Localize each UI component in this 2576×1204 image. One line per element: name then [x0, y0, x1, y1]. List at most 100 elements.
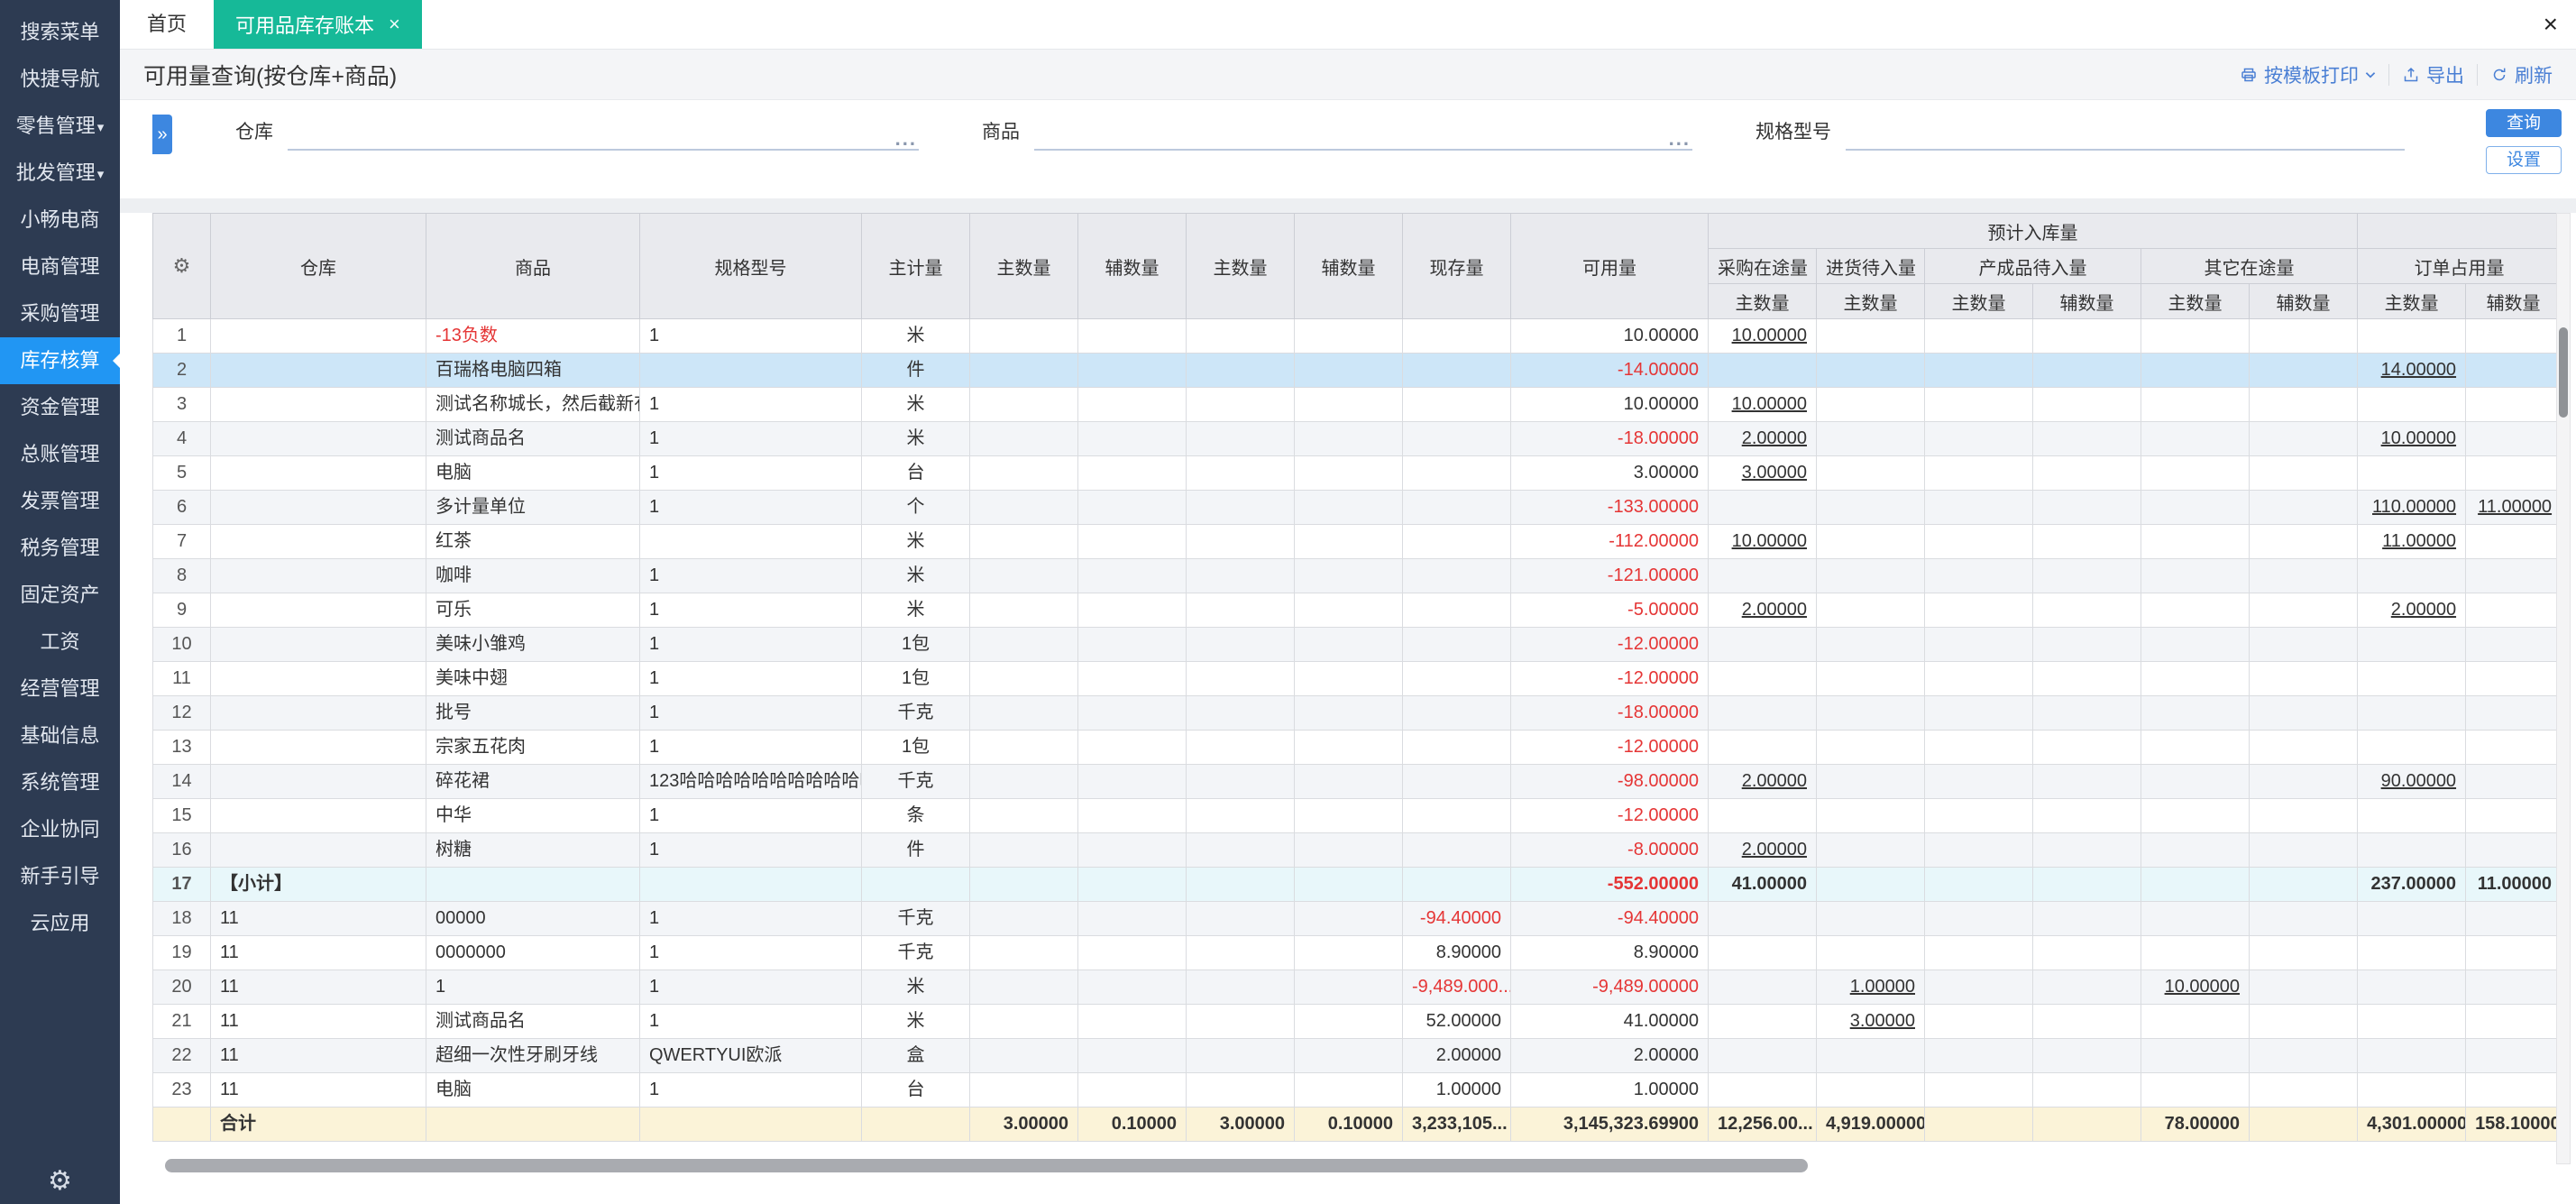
- cell-num: 16: [152, 832, 211, 868]
- cell-product: 电脑: [426, 1072, 640, 1107]
- table-row[interactable]: 13 宗家五花肉 1 1包 -12.00000: [152, 730, 2562, 765]
- drill-link[interactable]: 11.00000: [2478, 497, 2553, 517]
- table-row[interactable]: 9 可乐 1 米 -5.00000 2.00000 2.00000: [152, 593, 2562, 628]
- sidebar-item-13[interactable]: 工资: [40, 630, 80, 653]
- drill-link[interactable]: 10.00000: [1731, 326, 1807, 345]
- warehouse-picker-ellipsis[interactable]: ...: [894, 127, 917, 150]
- close-icon[interactable]: ×: [2543, 10, 2558, 38]
- sidebar-item-5[interactable]: 电商管理: [20, 255, 100, 278]
- table-row[interactable]: 1 -13负数 1 米 10.00000 10.00000: [152, 318, 2562, 354]
- collapse-filter-button[interactable]: »: [152, 115, 172, 154]
- table-row[interactable]: 22 11 超细一次性牙刷牙线 QWERTYUI欧派盒 2.00000 2.00000: [152, 1038, 2562, 1073]
- cell-num: 11: [152, 661, 211, 696]
- cell-zhu2: [1186, 661, 1295, 696]
- vertical-scrollbar-thumb[interactable]: [2559, 327, 2568, 418]
- drill-link[interactable]: 2.00000: [2390, 600, 2457, 620]
- product-input[interactable]: [1034, 115, 1692, 147]
- sidebar-item-19[interactable]: 云应用: [30, 912, 90, 934]
- drill-link[interactable]: 10.00000: [1731, 394, 1807, 414]
- export-button[interactable]: 导出: [2402, 61, 2464, 88]
- refresh-button[interactable]: 刷新: [2490, 61, 2553, 88]
- cell-zhu2: [1186, 421, 1295, 456]
- cell-keyong: -112.00000: [1510, 524, 1709, 559]
- drill-link[interactable]: 2.00000: [1741, 840, 1807, 859]
- cell-unit: 千克: [861, 935, 970, 970]
- sidebar-item-16[interactable]: 系统管理: [20, 771, 100, 794]
- sidebar-item-10[interactable]: 发票管理: [20, 490, 100, 512]
- drill-link[interactable]: 14.00000: [2380, 360, 2457, 380]
- settings-gear-icon[interactable]: ⚙: [48, 1166, 72, 1196]
- cell-qita_zhu: [2141, 764, 2250, 799]
- vertical-scrollbar[interactable]: [2556, 213, 2571, 1164]
- table-row[interactable]: 21 11 测试商品名 1 米 52.00000 41.00000 3.00000: [152, 1004, 2562, 1039]
- cell-unit: 条: [861, 798, 970, 833]
- cell-unit: 米: [861, 970, 970, 1005]
- chevron-down-icon[interactable]: [2365, 71, 2376, 78]
- sidebar-item-14[interactable]: 经营管理: [20, 677, 100, 700]
- sidebar-item-2[interactable]: 零售管理 ▾: [15, 115, 105, 137]
- sidebar-item-17[interactable]: 企业协同: [20, 818, 100, 841]
- drill-link[interactable]: 90.00000: [2380, 771, 2457, 791]
- warehouse-input[interactable]: [288, 115, 919, 147]
- drill-link[interactable]: 2.00000: [1741, 428, 1807, 448]
- table-row[interactable]: 4 测试商品名 1 米 -18.00000 2.00000 10.00000: [152, 421, 2562, 456]
- tab-close-icon[interactable]: ×: [389, 13, 400, 35]
- sidebar-item-15[interactable]: 基础信息: [20, 724, 100, 747]
- tab-home[interactable]: 首页: [147, 13, 188, 35]
- sidebar-item-7[interactable]: 库存核算: [0, 337, 120, 384]
- sidebar-item-18[interactable]: 新手引导: [20, 865, 100, 887]
- cell-ccp_zhu: [1924, 935, 2033, 970]
- table-row[interactable]: 23 11 电脑 1 台 1.00000 1.00000: [152, 1072, 2562, 1107]
- table-row[interactable]: 5 电脑 1 台 3.00000 3.00000: [152, 455, 2562, 491]
- settings-button[interactable]: 设置: [2486, 146, 2562, 174]
- sidebar-item-9[interactable]: 总账管理: [20, 443, 100, 465]
- cell-qita_fu: [2248, 524, 2359, 559]
- table-row[interactable]: 14 碎花裙123哈哈哈哈哈哈哈哈哈哈哈...千克 -98.00000 2.00000…: [152, 764, 2562, 799]
- table-row[interactable]: 16 树糖 1 件 -8.00000 2.00000: [152, 832, 2562, 868]
- drill-link[interactable]: 110.00000: [2372, 497, 2457, 517]
- table-row[interactable]: 6 多计量单位 1 个 -133.00000 110.00000 11.00000: [152, 490, 2562, 525]
- sidebar-item-1[interactable]: 快捷导航: [20, 68, 100, 90]
- horizontal-scrollbar-thumb[interactable]: [165, 1159, 1808, 1172]
- table-row[interactable]: 10 美味小雏鸡 1 1包 -12.00000: [152, 627, 2562, 662]
- table-row[interactable]: 19 11 0000000 1 千克 8.90000 8.90000: [152, 935, 2562, 970]
- sidebar-item-3[interactable]: 批发管理 ▾: [15, 161, 105, 184]
- table-row[interactable]: 20 11 1 1 米 -9,489.000... -9,489.00000 1.00000 1…: [152, 970, 2562, 1005]
- table-row[interactable]: 15 中华 1 条 -12.00000: [152, 798, 2562, 833]
- table-row[interactable]: 7 红茶 米 -112.00000 10.00000 11.00000: [152, 524, 2562, 559]
- table-row[interactable]: 17 【小计】 -552.00000 41.00000 237.00000 11.0000…: [152, 867, 2562, 902]
- drill-link[interactable]: 10.00000: [2164, 977, 2240, 997]
- cell-dd_zhu: [2357, 970, 2467, 1005]
- sidebar-item-8[interactable]: 资金管理: [20, 396, 100, 418]
- sidebar-item-0[interactable]: 搜索菜单: [20, 21, 100, 43]
- cell-warehouse: 11: [210, 935, 426, 970]
- product-picker-ellipsis[interactable]: ...: [1668, 127, 1691, 150]
- cell-fu2: 0.10000: [1294, 1107, 1403, 1142]
- table-row[interactable]: 18 11 00000 1 千克 -94.40000 -94.40000: [152, 901, 2562, 936]
- query-button[interactable]: 查询: [2486, 109, 2562, 137]
- tab-available-stock-ledger[interactable]: 可用品库存账本 ×: [214, 0, 422, 49]
- sidebar-item-4[interactable]: 小畅电商: [20, 208, 100, 231]
- drill-link[interactable]: 11.00000: [2382, 531, 2457, 551]
- column-settings-icon[interactable]: ⚙: [172, 254, 191, 277]
- drill-link[interactable]: 3.00000: [1849, 1011, 1915, 1031]
- sidebar-item-12[interactable]: 固定资产: [20, 584, 100, 606]
- table-row[interactable]: 合计 3.00000 0.10000 3.00000 0.10000 3,233,105.…: [152, 1107, 2562, 1142]
- table-row[interactable]: 3 测试名称城长，然后截新有没...1米 10.00000 10.00000: [152, 387, 2562, 422]
- drill-link[interactable]: 10.00000: [2380, 428, 2457, 448]
- table-row[interactable]: 11 美味中翅 1 1包 -12.00000: [152, 661, 2562, 696]
- drill-link[interactable]: 2.00000: [1741, 771, 1807, 791]
- drill-link[interactable]: 10.00000: [1731, 531, 1807, 551]
- drill-link[interactable]: 1.00000: [1849, 977, 1915, 997]
- cell-zhu1: [969, 867, 1078, 902]
- drill-link[interactable]: 3.00000: [1741, 463, 1807, 483]
- print-button[interactable]: 按模板打印: [2240, 61, 2376, 88]
- sidebar-item-11[interactable]: 税务管理: [20, 537, 100, 559]
- spec-input[interactable]: [1846, 115, 2405, 147]
- horizontal-scrollbar[interactable]: [152, 1159, 2569, 1173]
- table-row[interactable]: 8 咖啡 1 米 -121.00000: [152, 558, 2562, 593]
- sidebar-item-6[interactable]: 采购管理: [20, 302, 100, 325]
- drill-link[interactable]: 2.00000: [1741, 600, 1807, 620]
- table-row[interactable]: 2 百瑞格电脑四箱 件 -14.00000 14.00000: [152, 353, 2562, 388]
- table-row[interactable]: 12 批号 1 千克 -18.00000: [152, 695, 2562, 731]
